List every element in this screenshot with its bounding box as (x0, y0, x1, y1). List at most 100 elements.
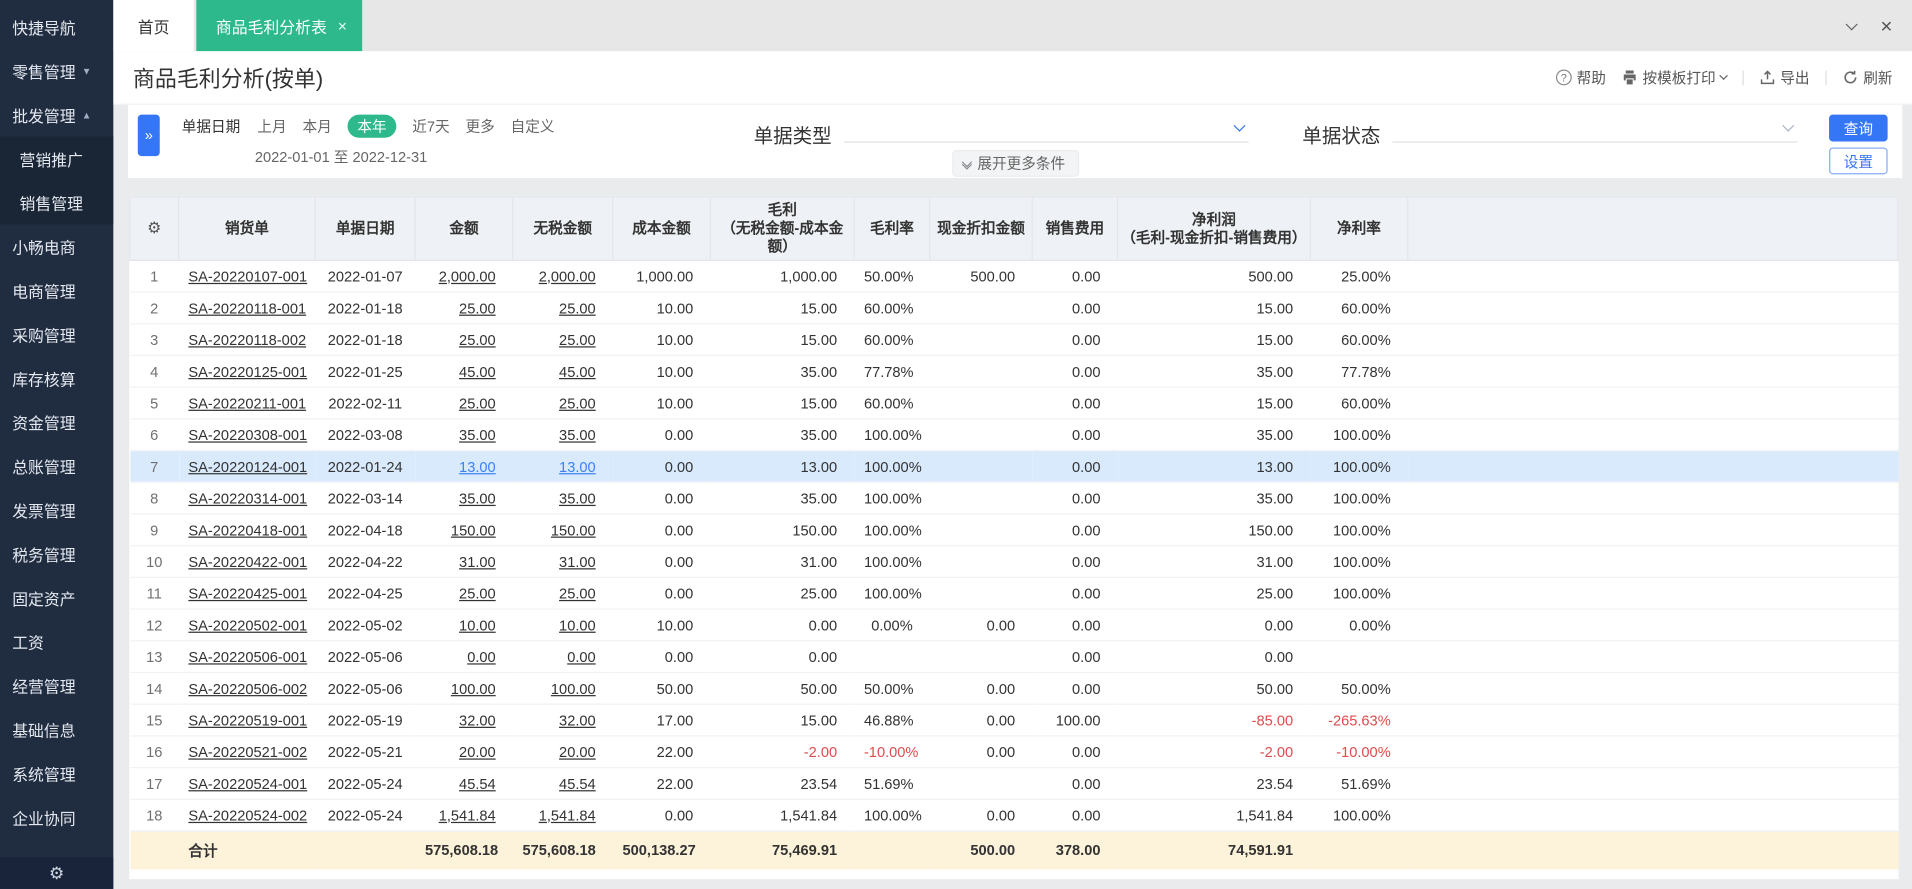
amount-link[interactable]: 0.00 (467, 648, 496, 666)
date-quick-option[interactable]: 上月 (257, 118, 287, 136)
order-link[interactable]: SA-20220521-002 (188, 743, 308, 761)
table-row[interactable]: 9 SA-20220418-001 2022-04-18 150.00 150.00 0.… (129, 513, 1898, 547)
order-link[interactable]: SA-20220422-001 (188, 552, 308, 571)
amount-link[interactable]: 35.00 (459, 426, 496, 444)
table-row[interactable]: 7 SA-20220124-001 2022-01-24 13.00 13.00 0.00… (129, 450, 1898, 483)
table-row[interactable]: 13 SA-20220506-001 2022-05-06 0.00 0.00 0.00 0… (129, 640, 1898, 674)
table-row[interactable]: 8 SA-20220314-001 2022-03-14 35.00 35.00 0.00… (129, 482, 1898, 515)
sidebar-item[interactable]: 营销推广 (0, 136, 114, 181)
filter-collapse-button[interactable]: » (137, 114, 160, 157)
column-header[interactable]: 净利润 （毛利-现金折扣-销售费用） (1116, 196, 1311, 261)
sidebar-item[interactable]: 销售管理 (0, 180, 114, 225)
amount-link[interactable]: 35.00 (559, 489, 596, 507)
settings-button[interactable]: 设置 (1829, 147, 1888, 175)
sidebar-item[interactable]: 快捷导航 (0, 5, 113, 49)
table-row[interactable]: 10 SA-20220422-001 2022-04-22 31.00 31.00 0.0… (129, 545, 1898, 578)
print-by-template-button[interactable]: 按模板打印 (1622, 67, 1728, 88)
amount-link[interactable]: 31.00 (559, 552, 596, 571)
order-link[interactable]: SA-20220524-001 (188, 774, 308, 792)
amount-link[interactable]: 1,541.84 (538, 806, 596, 824)
order-link[interactable]: SA-20220502-001 (188, 616, 308, 634)
amount-link[interactable]: 32.00 (559, 711, 596, 729)
table-row[interactable]: 14 SA-20220506-002 2022-05-06 100.00 100.00 5… (129, 672, 1898, 705)
tab-product-profit-analysis[interactable]: 商品毛利分析表 × (196, 0, 362, 52)
amount-link[interactable]: 100.00 (450, 679, 496, 697)
amount-link[interactable]: 25.00 (559, 394, 596, 412)
doc-type-select[interactable] (843, 116, 1249, 143)
sidebar-item[interactable]: 零售管理 ▼ (0, 49, 113, 93)
column-header[interactable]: 毛利 （无税金额-成本金额） (709, 196, 855, 261)
column-header[interactable]: 现金折扣金额 (929, 196, 1033, 261)
table-row[interactable]: 6 SA-20220308-001 2022-03-08 35.00 35.00 0.00… (129, 418, 1898, 452)
amount-link[interactable]: 13.00 (459, 457, 496, 475)
amount-link[interactable]: 20.00 (459, 743, 496, 761)
amount-link[interactable]: 25.00 (559, 584, 596, 602)
tab-close-icon[interactable]: × (337, 16, 348, 35)
table-row[interactable]: 12 SA-20220502-001 2022-05-02 10.00 10.00 10.… (129, 609, 1898, 642)
column-header[interactable]: 毛利率 (853, 196, 931, 261)
sidebar-item[interactable]: 资金管理 (0, 400, 113, 444)
sidebar-item[interactable]: 工资 (0, 619, 113, 663)
sidebar-item[interactable]: 电商管理 (0, 268, 113, 312)
amount-link[interactable]: 150.00 (550, 521, 596, 539)
order-link[interactable]: SA-20220506-001 (188, 648, 308, 666)
table-row[interactable]: 17 SA-20220524-001 2022-05-24 45.54 45.54 22.… (129, 767, 1898, 800)
amount-link[interactable]: 100.00 (550, 679, 596, 697)
amount-link[interactable]: 35.00 (559, 426, 596, 444)
order-link[interactable]: SA-20220524-002 (188, 806, 308, 824)
order-link[interactable]: SA-20220124-001 (188, 457, 308, 475)
order-link[interactable]: SA-20220314-001 (188, 489, 308, 507)
sidebar-item[interactable]: 库存核算 (0, 356, 113, 400)
order-link[interactable]: SA-20220107-001 (188, 267, 308, 285)
order-link[interactable]: SA-20220125-001 (188, 362, 308, 380)
sidebar-item[interactable]: 固定资产 (0, 576, 113, 620)
expand-more-button[interactable]: 展开更多条件 (951, 149, 1079, 177)
sidebar-item[interactable]: 发票管理 (0, 488, 113, 532)
amount-link[interactable]: 31.00 (459, 552, 496, 571)
amount-link[interactable]: 25.00 (459, 331, 496, 349)
order-link[interactable]: SA-20220506-002 (188, 679, 308, 697)
order-link[interactable]: SA-20220211-001 (188, 394, 307, 412)
query-button[interactable]: 查询 (1829, 114, 1888, 142)
amount-link[interactable]: 2,000.00 (438, 267, 496, 285)
amount-link[interactable]: 25.00 (459, 584, 496, 602)
column-header[interactable]: 金额 (414, 196, 514, 261)
amount-link[interactable]: 32.00 (459, 711, 496, 729)
date-quick-option[interactable]: 本月 (302, 118, 332, 136)
table-row[interactable]: 16 SA-20220521-002 2022-05-21 20.00 20.00 22.… (129, 735, 1898, 769)
date-quick-option[interactable]: 更多 (465, 118, 495, 136)
close-icon[interactable]: × (1880, 14, 1893, 38)
date-quick-option[interactable]: 本年 (347, 114, 397, 138)
amount-link[interactable]: 25.00 (559, 299, 596, 317)
export-button[interactable]: 导出 (1760, 67, 1810, 88)
order-link[interactable]: SA-20220425-001 (188, 584, 308, 602)
table-row[interactable]: 2 SA-20220118-001 2022-01-18 25.00 25.00 10.0… (129, 292, 1898, 325)
amount-link[interactable]: 150.00 (450, 521, 496, 539)
amount-link[interactable]: 25.00 (559, 331, 596, 349)
order-link[interactable]: SA-20220118-002 (188, 331, 307, 349)
column-header[interactable]: 销货单 (178, 196, 316, 261)
sidebar-item[interactable]: 经营管理 (0, 663, 113, 707)
sidebar-item[interactable]: 小畅电商 (0, 224, 113, 268)
amount-link[interactable]: 45.54 (459, 774, 496, 792)
amount-link[interactable]: 10.00 (459, 616, 496, 634)
tab-home[interactable]: 首页 (113, 0, 194, 52)
amount-link[interactable]: 45.00 (559, 362, 596, 380)
amount-link[interactable]: 0.00 (567, 648, 596, 666)
doc-status-select[interactable] (1392, 116, 1798, 143)
table-row[interactable]: 18 SA-20220524-002 2022-05-24 1,541.84 1,541… (129, 799, 1898, 832)
sidebar-item[interactable]: 企业协同 (0, 795, 113, 839)
chevron-down-icon[interactable] (1845, 17, 1858, 30)
amount-link[interactable]: 25.00 (459, 299, 496, 317)
gear-icon[interactable]: ⚙ (49, 862, 65, 883)
help-button[interactable]: ? 帮助 (1555, 67, 1606, 88)
order-link[interactable]: SA-20220118-001 (188, 299, 307, 317)
amount-link[interactable]: 10.00 (559, 616, 596, 634)
table-row[interactable]: 1 SA-20220107-001 2022-01-07 2,000.00 2,000.… (129, 260, 1898, 293)
sidebar-item[interactable]: 基础信息 (0, 707, 113, 751)
refresh-button[interactable]: 刷新 (1842, 67, 1892, 88)
order-link[interactable]: SA-20220519-001 (188, 711, 308, 729)
column-header[interactable]: 净利率 (1309, 196, 1409, 261)
amount-link[interactable]: 25.00 (459, 394, 496, 412)
table-row[interactable]: 11 SA-20220425-001 2022-04-25 25.00 25.00 0.0… (129, 577, 1898, 610)
